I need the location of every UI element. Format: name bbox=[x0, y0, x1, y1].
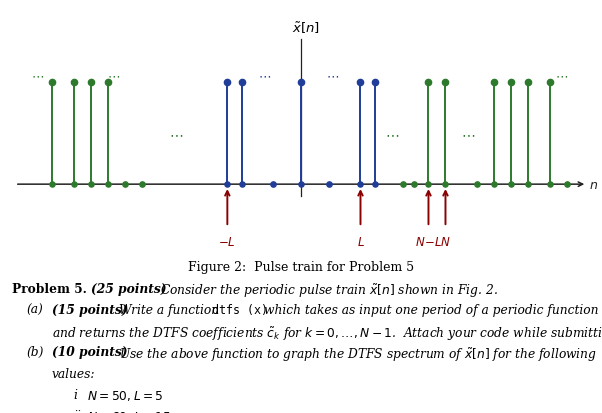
Text: (10 points): (10 points) bbox=[52, 346, 127, 358]
Text: $\cdots$: $\cdots$ bbox=[326, 69, 339, 82]
Text: (b): (b) bbox=[26, 346, 44, 358]
Text: and returns the DTFS coefficients $\tilde{c}_k$ for $k = 0, \ldots, N-1$.  Attac: and returns the DTFS coefficients $\tild… bbox=[52, 325, 602, 342]
Text: $\cdots$: $\cdots$ bbox=[108, 69, 120, 82]
Text: $-L$: $-L$ bbox=[219, 236, 236, 249]
Text: ii: ii bbox=[73, 409, 81, 413]
Text: $\tilde{x}[n]$: $\tilde{x}[n]$ bbox=[292, 21, 320, 36]
Text: values:: values: bbox=[52, 367, 95, 380]
Text: $\cdots$: $\cdots$ bbox=[385, 127, 399, 141]
Text: Write a function: Write a function bbox=[119, 303, 219, 316]
Text: $\cdots$: $\cdots$ bbox=[461, 127, 475, 141]
Text: Figure 2:  Pulse train for Problem 5: Figure 2: Pulse train for Problem 5 bbox=[188, 260, 414, 273]
Text: $N = 60, L = 15$: $N = 60, L = 15$ bbox=[87, 409, 171, 413]
Text: $L$: $L$ bbox=[356, 236, 364, 249]
Text: Consider the periodic pulse train $\tilde{x}[n]$ shown in Fig. 2.: Consider the periodic pulse train $\tild… bbox=[160, 282, 498, 299]
Text: (25 points): (25 points) bbox=[91, 282, 166, 295]
Text: $\cdots$: $\cdots$ bbox=[555, 69, 568, 82]
Text: (a): (a) bbox=[26, 303, 43, 316]
Text: which takes as input one period of a periodic function: which takes as input one period of a per… bbox=[264, 303, 599, 316]
Text: $\cdots$: $\cdots$ bbox=[31, 69, 44, 82]
Text: $N = 50, L = 5$: $N = 50, L = 5$ bbox=[87, 388, 164, 402]
Text: $N\!-\!L$: $N\!-\!L$ bbox=[415, 236, 442, 249]
Text: $N$: $N$ bbox=[440, 236, 451, 249]
Text: $\cdots$: $\cdots$ bbox=[169, 127, 184, 141]
Text: $n$: $n$ bbox=[589, 178, 598, 191]
Text: Use the above function to graph the DTFS spectrum of $\tilde{x}[n]$ for the foll: Use the above function to graph the DTFS… bbox=[119, 346, 597, 363]
Text: Problem 5.: Problem 5. bbox=[12, 282, 87, 295]
Text: i: i bbox=[73, 388, 77, 401]
Text: $\cdots$: $\cdots$ bbox=[258, 69, 271, 82]
Text: dtfs (x): dtfs (x) bbox=[212, 303, 268, 316]
Text: (15 points): (15 points) bbox=[52, 303, 127, 316]
